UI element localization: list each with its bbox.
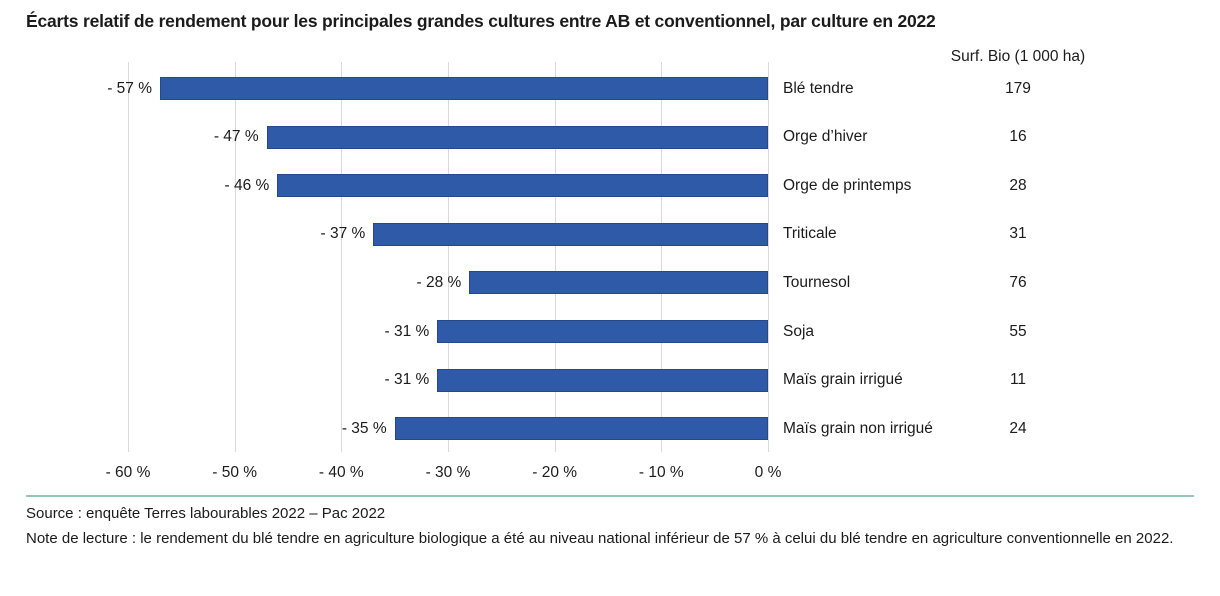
page-title: Écarts relatif de rendement pour les pri… <box>26 11 936 31</box>
category-label: Maïs grain irrigué <box>783 371 903 389</box>
category-label: Triticale <box>783 225 837 243</box>
bar-value-label: - 35 % <box>341 419 387 437</box>
category-label: Maïs grain non irrigué <box>783 419 933 437</box>
gridline <box>768 62 769 452</box>
surface-value: 76 <box>1009 273 1027 291</box>
bar-value-label: - 28 % <box>416 273 462 291</box>
category-label: Soja <box>783 322 815 340</box>
surface-value: 55 <box>1009 322 1027 340</box>
gridline <box>341 62 343 452</box>
surface-value: 28 <box>1009 176 1027 194</box>
bar <box>469 271 768 295</box>
surface-value: 16 <box>1009 128 1027 146</box>
surface-value: 24 <box>1009 419 1027 437</box>
gridline <box>128 62 129 452</box>
surface-value: 11 <box>1009 371 1027 389</box>
gridline <box>448 62 449 452</box>
x-axis-tick-label: - 30 % <box>425 464 471 481</box>
bar <box>394 417 768 441</box>
bar <box>437 368 768 392</box>
bar <box>266 125 768 149</box>
surface-column-header: Surf. Bio (1 000 ha) <box>950 48 1086 65</box>
surface-value: 179 <box>1005 79 1031 97</box>
x-axis-tick-label: - 10 % <box>638 464 684 481</box>
bar-value-label: - 37 % <box>320 225 366 243</box>
x-axis-tick-label: - 60 % <box>105 464 151 481</box>
x-axis-tick-label: - 40 % <box>318 464 364 481</box>
reading-note: Note de lecture : le rendement du blé te… <box>26 530 1174 547</box>
source-note: Source : enquête Terres labourables 2022… <box>26 505 386 522</box>
bar <box>160 77 768 100</box>
category-label: Orge de printemps <box>783 176 912 194</box>
footer-divider <box>26 495 1194 497</box>
x-axis-tick-label: - 20 % <box>532 464 578 481</box>
bar-value-label: - 46 % <box>224 176 270 194</box>
category-label: Blé tendre <box>783 79 854 97</box>
gridline <box>554 62 556 452</box>
bar <box>373 222 768 246</box>
bar-value-label: - 31 % <box>384 371 430 389</box>
category-label: Orge d’hiver <box>783 128 868 146</box>
bar-value-label: - 57 % <box>107 79 152 97</box>
bar <box>277 174 768 198</box>
bar <box>437 320 768 343</box>
gridline <box>234 62 236 452</box>
x-axis-tick-label: 0 % <box>754 464 782 481</box>
x-axis-tick-label: - 50 % <box>212 464 258 481</box>
chart-plot-area <box>128 62 769 452</box>
bar-value-label: - 31 % <box>384 322 430 340</box>
gridline <box>661 62 663 452</box>
bar-value-label: - 47 % <box>213 128 259 146</box>
category-label: Tournesol <box>783 273 851 291</box>
surface-value: 31 <box>1009 225 1027 243</box>
